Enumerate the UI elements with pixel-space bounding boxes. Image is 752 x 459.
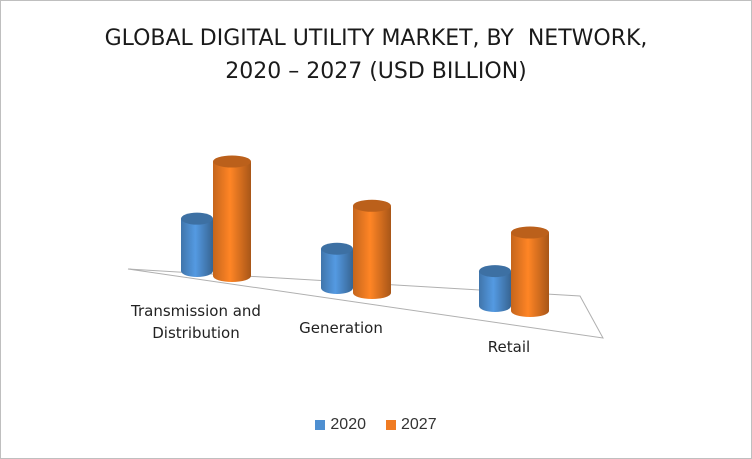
legend-label: 2020 xyxy=(330,416,366,433)
bar-2020-2 xyxy=(321,242,353,294)
category-labels: Transmission and Distribution Generation Re… xyxy=(130,302,530,356)
bar-body xyxy=(353,205,391,299)
chart-legend: 2020 2027 xyxy=(0,416,752,434)
legend-item-2020: 2020 xyxy=(315,416,366,434)
chart-title-block: GLOBAL DIGITAL UTILITY MARKET, BY NETWOR… xyxy=(0,22,752,88)
chart-bars xyxy=(181,155,549,317)
chart-title: GLOBAL DIGITAL UTILITY MARKET, BY NETWOR… xyxy=(104,26,648,51)
bar-body xyxy=(479,271,511,312)
bar-body xyxy=(511,232,549,317)
chart-subtitle: 2020 – 2027 (USD BILLION) xyxy=(225,59,527,84)
bar-body xyxy=(181,218,213,277)
bar-top xyxy=(321,242,353,255)
legend-swatch xyxy=(315,420,326,430)
bar-top xyxy=(353,199,391,212)
category-label-3: Retail xyxy=(488,338,530,356)
bar-2027-3 xyxy=(511,226,549,317)
category-label-2: Generation xyxy=(299,319,383,337)
bar-2027-2 xyxy=(353,199,391,299)
legend-swatch xyxy=(386,420,396,430)
category-label-1: Transmission and Distribution xyxy=(130,302,261,342)
bar-top xyxy=(213,155,251,168)
bar-body xyxy=(213,161,251,282)
bar-2020-3 xyxy=(479,265,511,312)
bar-top xyxy=(479,265,511,278)
bar-2027-1 xyxy=(213,155,251,282)
legend-label: 2027 xyxy=(401,416,437,433)
bar-2020-1 xyxy=(181,212,213,277)
bar-body xyxy=(321,248,353,294)
bar-top xyxy=(181,212,213,225)
legend-item-2027: 2027 xyxy=(386,416,437,434)
bar-top xyxy=(511,226,549,239)
